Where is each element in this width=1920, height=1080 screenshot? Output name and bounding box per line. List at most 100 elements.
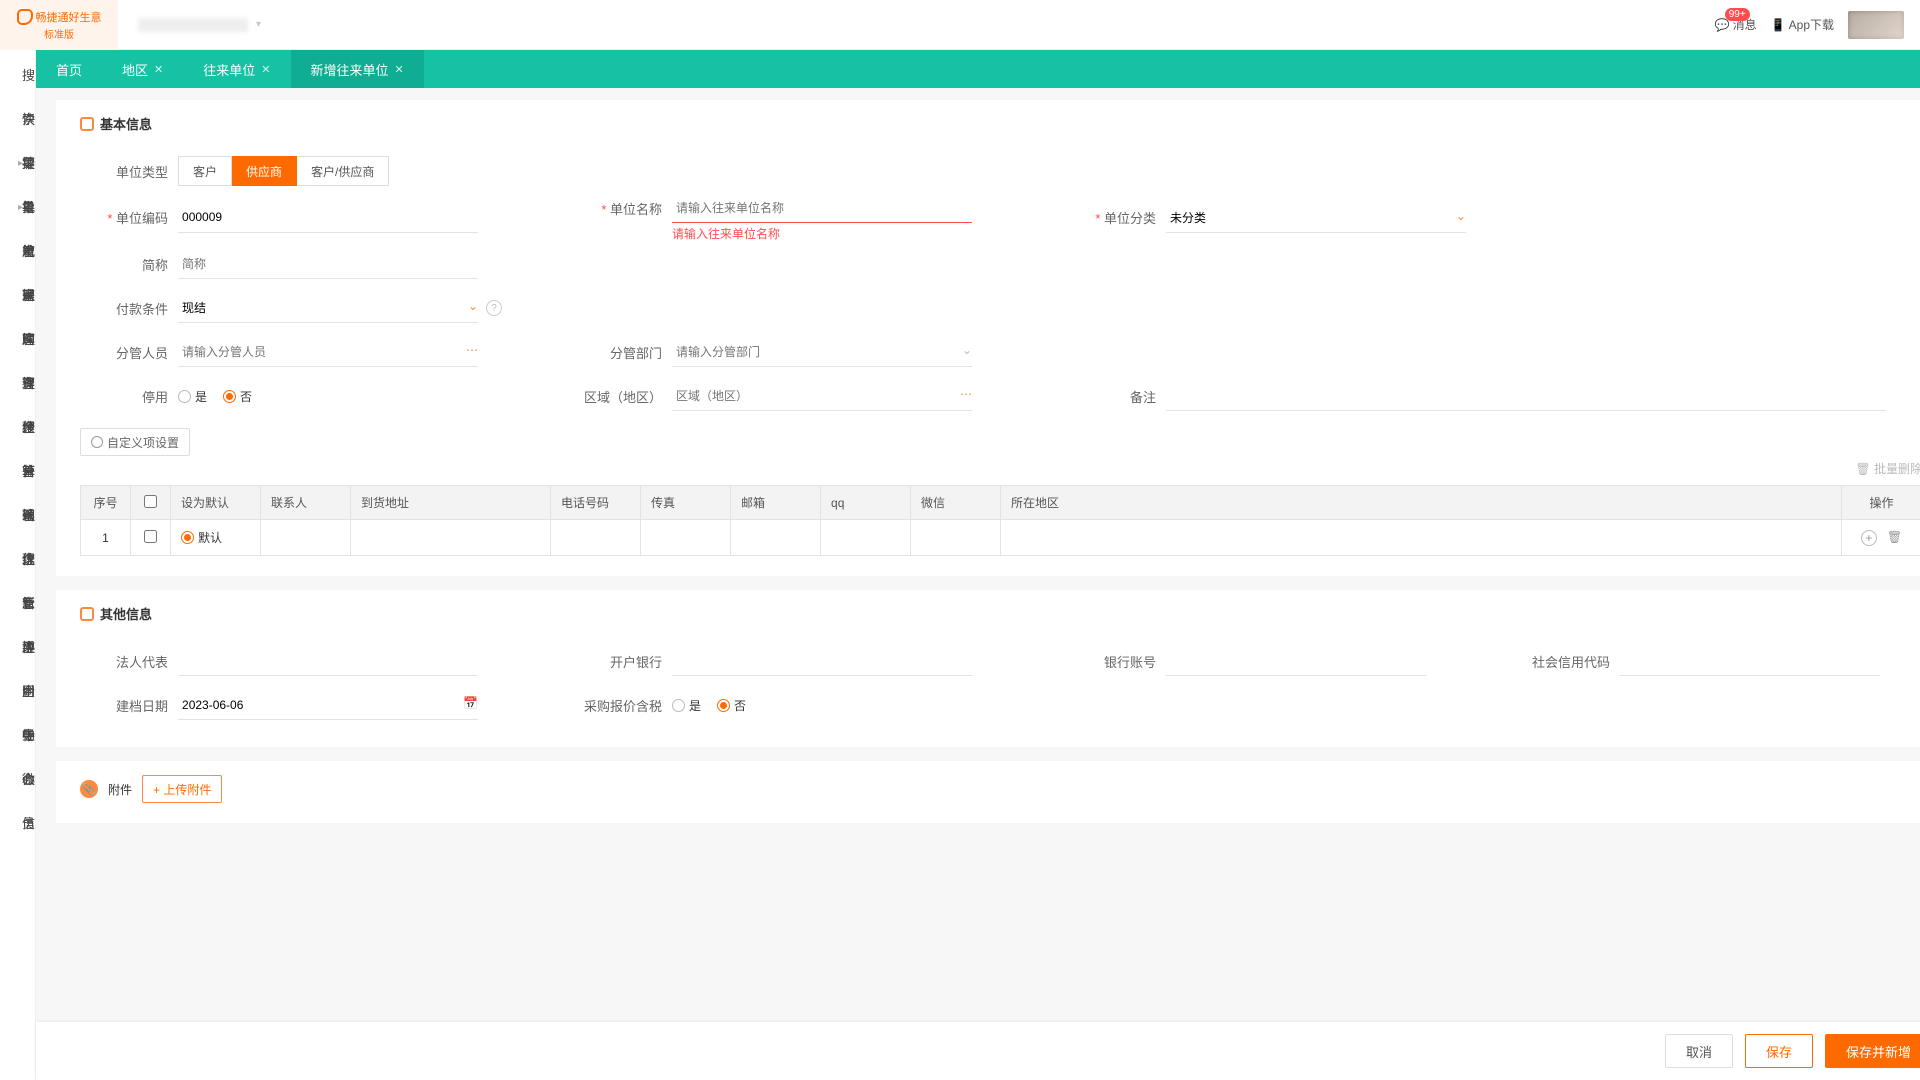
tab[interactable]: 首页: [36, 50, 102, 88]
tax-yes-radio[interactable]: 是: [672, 697, 701, 714]
bank-input[interactable]: [672, 646, 972, 676]
sidebar-item[interactable]: 畅会员: [0, 714, 35, 758]
label-unit-category: 单位分类: [1068, 208, 1156, 227]
save-button[interactable]: 保存: [1745, 1034, 1813, 1068]
cell-address[interactable]: [351, 520, 551, 556]
cell-fax[interactable]: [641, 520, 731, 556]
sidebar-item[interactable]: 企业微信: [0, 670, 35, 714]
custom-fields-button[interactable]: 自定义项设置: [80, 428, 190, 456]
table-header: 联系人: [261, 486, 351, 520]
unit-type-option[interactable]: 客户/供应商: [297, 156, 389, 186]
close-icon[interactable]: ✕: [395, 63, 404, 76]
disabled-yes-radio[interactable]: 是: [178, 388, 207, 405]
tab[interactable]: 地区✕: [102, 50, 183, 88]
sidebar-item[interactable]: 系统管理: [0, 494, 35, 538]
cell-qq[interactable]: [821, 520, 911, 556]
unit-type-segment: 客户供应商客户/供应商: [178, 156, 389, 186]
table-header: 电话号码: [551, 486, 641, 520]
sidebar-item[interactable]: 搜索菜单: [0, 54, 35, 98]
save-and-new-button[interactable]: 保存并新增: [1825, 1034, 1920, 1068]
attach-label: 附件: [108, 781, 132, 798]
table-header: [131, 486, 171, 520]
sidebar-item[interactable]: 企业协同: [0, 538, 35, 582]
sidebar-item[interactable]: 库存核算: [0, 318, 35, 362]
row-checkbox[interactable]: [144, 530, 157, 543]
table-header: 所在地区: [1001, 486, 1842, 520]
label-file-date: 建档日期: [80, 696, 168, 715]
app-download-button[interactable]: 📱 App下载: [1771, 16, 1834, 33]
delete-row-icon[interactable]: 🗑: [1887, 530, 1902, 546]
more-icon[interactable]: ⋯: [466, 343, 478, 357]
default-radio[interactable]: 默认: [181, 529, 260, 546]
phone-icon: 📱: [1771, 18, 1786, 32]
sidebar-item[interactable]: 应用中心: [0, 626, 35, 670]
remark-input[interactable]: [1166, 381, 1886, 411]
section-title-basic: 基本信息: [100, 114, 152, 133]
close-icon[interactable]: ✕: [261, 63, 270, 76]
attachment-icon: 📎: [80, 780, 98, 798]
tab-bar: 首页地区✕往来单位✕新增往来单位✕ ✕ ⛶: [36, 50, 1920, 88]
message-button[interactable]: 💬 消息 99+: [1715, 16, 1757, 33]
pay-term-select[interactable]: [178, 293, 478, 323]
sidebar-item[interactable]: 采购管理: [0, 274, 35, 318]
label-unit-name: 单位名称: [574, 199, 662, 218]
tab[interactable]: 往来单位✕: [183, 50, 290, 88]
credit-input[interactable]: [1620, 646, 1880, 676]
help-icon[interactable]: ?: [486, 300, 502, 316]
company-selector[interactable]: ▾: [138, 18, 261, 32]
unit-type-option[interactable]: 客户: [178, 156, 232, 186]
cell-phone[interactable]: [551, 520, 641, 556]
sidebar-item[interactable]: 新手引导: [0, 582, 35, 626]
disabled-no-radio[interactable]: 否: [223, 388, 252, 405]
unit-code-input[interactable]: [178, 203, 478, 233]
cell-email[interactable]: [731, 520, 821, 556]
calendar-icon[interactable]: 📅: [463, 696, 478, 710]
batch-delete-button[interactable]: 🗑 批量删除: [80, 460, 1920, 477]
label-remark: 备注: [1068, 387, 1156, 406]
sidebar-item[interactable]: 快捷导航: [0, 98, 35, 142]
table-header: 微信: [911, 486, 1001, 520]
unit-name-error: 请输入往来单位名称: [672, 225, 780, 242]
row-number: 1: [81, 520, 131, 556]
close-icon[interactable]: ✕: [154, 63, 163, 76]
upload-button[interactable]: + 上传附件: [142, 775, 222, 803]
region-input[interactable]: [672, 381, 972, 411]
sidebar-item[interactable]: 经营管理: [0, 406, 35, 450]
section-icon: [80, 607, 94, 621]
chevron-down-icon[interactable]: ⌄: [1456, 209, 1466, 223]
cancel-button[interactable]: 取消: [1665, 1034, 1733, 1068]
tax-no-radio[interactable]: 否: [717, 697, 746, 714]
staff-input[interactable]: [178, 337, 478, 367]
logo: 畅捷通好生意 标准版: [0, 0, 118, 50]
table-header: qq: [821, 486, 911, 520]
short-name-input[interactable]: [178, 249, 478, 279]
chevron-down-icon[interactable]: ⌄: [962, 343, 972, 357]
table-header: 传真: [641, 486, 731, 520]
sidebar-item[interactable]: 批发管理: [0, 186, 35, 230]
sidebar-item[interactable]: 零售管理: [0, 142, 35, 186]
sidebar-item[interactable]: 资金管理: [0, 362, 35, 406]
label-legal: 法人代表: [80, 652, 168, 671]
unit-type-option[interactable]: 供应商: [232, 156, 297, 186]
chevron-down-icon[interactable]: ⌄: [468, 299, 478, 313]
cell-region[interactable]: [1001, 520, 1842, 556]
label-pay-term: 付款条件: [80, 299, 168, 318]
table-header: 邮箱: [731, 486, 821, 520]
unit-category-select[interactable]: [1166, 203, 1466, 233]
add-row-icon[interactable]: +: [1861, 530, 1877, 546]
sidebar-item[interactable]: 基础信息: [0, 450, 35, 494]
tab[interactable]: 新增往来单位✕: [291, 50, 424, 88]
sidebar-item[interactable]: 电商管理: [0, 230, 35, 274]
legal-input[interactable]: [178, 646, 478, 676]
file-date-input[interactable]: [178, 690, 478, 720]
cell-contact[interactable]: [261, 520, 351, 556]
section-icon: [80, 117, 94, 131]
cell-wechat[interactable]: [911, 520, 1001, 556]
dept-select[interactable]: [672, 337, 972, 367]
label-dept: 分管部门: [574, 343, 662, 362]
select-all-checkbox[interactable]: [144, 495, 157, 508]
avatar[interactable]: [1848, 11, 1904, 39]
account-input[interactable]: [1166, 646, 1426, 676]
more-icon[interactable]: ⋯: [960, 387, 972, 401]
unit-name-input[interactable]: [672, 193, 972, 223]
